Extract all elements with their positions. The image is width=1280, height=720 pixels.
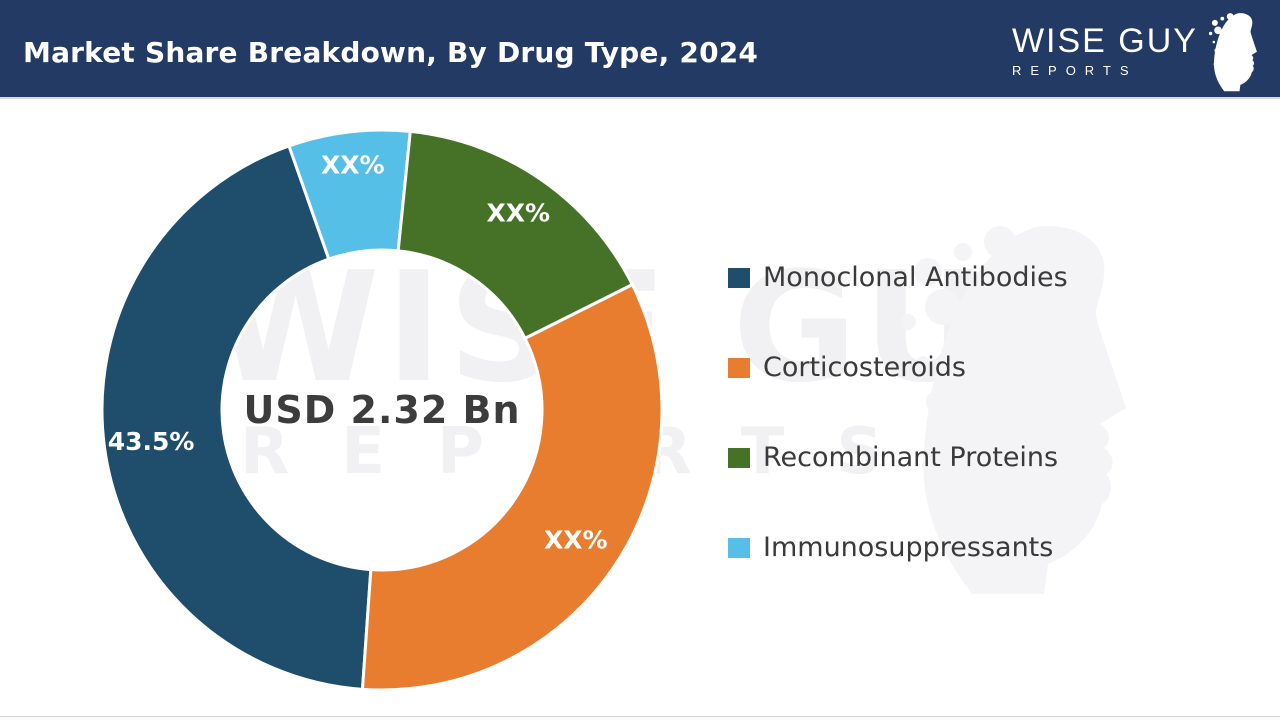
wiseguy-logo: WISE GUY REPORTS	[1012, 8, 1266, 93]
donut-slice-monoclonal-antibodies	[100, 144, 373, 691]
donut-slice-recombinant-proteins	[396, 129, 634, 340]
legend-label: Monoclonal Antibodies	[763, 262, 1068, 293]
footer-divider	[0, 716, 1280, 717]
logo-text: WISE GUY REPORTS	[1011, 22, 1198, 78]
legend-label: Corticosteroids	[763, 352, 966, 383]
legend-label: Recombinant Proteins	[763, 442, 1059, 473]
legend-swatch	[728, 357, 750, 378]
legend-swatch	[728, 267, 750, 288]
slice-label-immunosuppressants: XX%	[321, 151, 385, 180]
logo-wordmark: WISE GUY	[1011, 22, 1198, 61]
legend-item-corticosteroids: Corticosteroids	[728, 352, 966, 383]
header-bar: Market Share Breakdown, By Drug Type, 20…	[0, 0, 1280, 97]
wiseguy-head-icon	[1208, 13, 1257, 92]
slice-label-monoclonal-antibodies: 43.5%	[108, 427, 195, 456]
legend-item-monoclonal-antibodies: Monoclonal Antibodies	[728, 262, 1068, 293]
slice-label-recombinant-proteins: XX%	[486, 198, 550, 227]
slice-label-corticosteroids: XX%	[544, 525, 608, 554]
page-title: Market Share Breakdown, By Drug Type, 20…	[23, 36, 759, 69]
legend-swatch	[728, 537, 750, 558]
logo-subtitle: REPORTS	[1011, 62, 1138, 78]
legend-item-immunosuppressants: Immunosuppressants	[728, 532, 1053, 563]
legend-swatch	[728, 447, 750, 468]
donut-chart: 43.5% XX% XX% XX%	[100, 128, 664, 692]
legend-label: Immunosuppressants	[763, 532, 1054, 563]
donut-slice-corticosteroids	[360, 283, 664, 692]
chart-center-value: USD 2.32 Bn	[243, 388, 521, 432]
footer-strip	[0, 717, 1280, 720]
legend-item-recombinant-proteins: Recombinant Proteins	[728, 442, 1058, 473]
header-divider	[0, 97, 1280, 99]
